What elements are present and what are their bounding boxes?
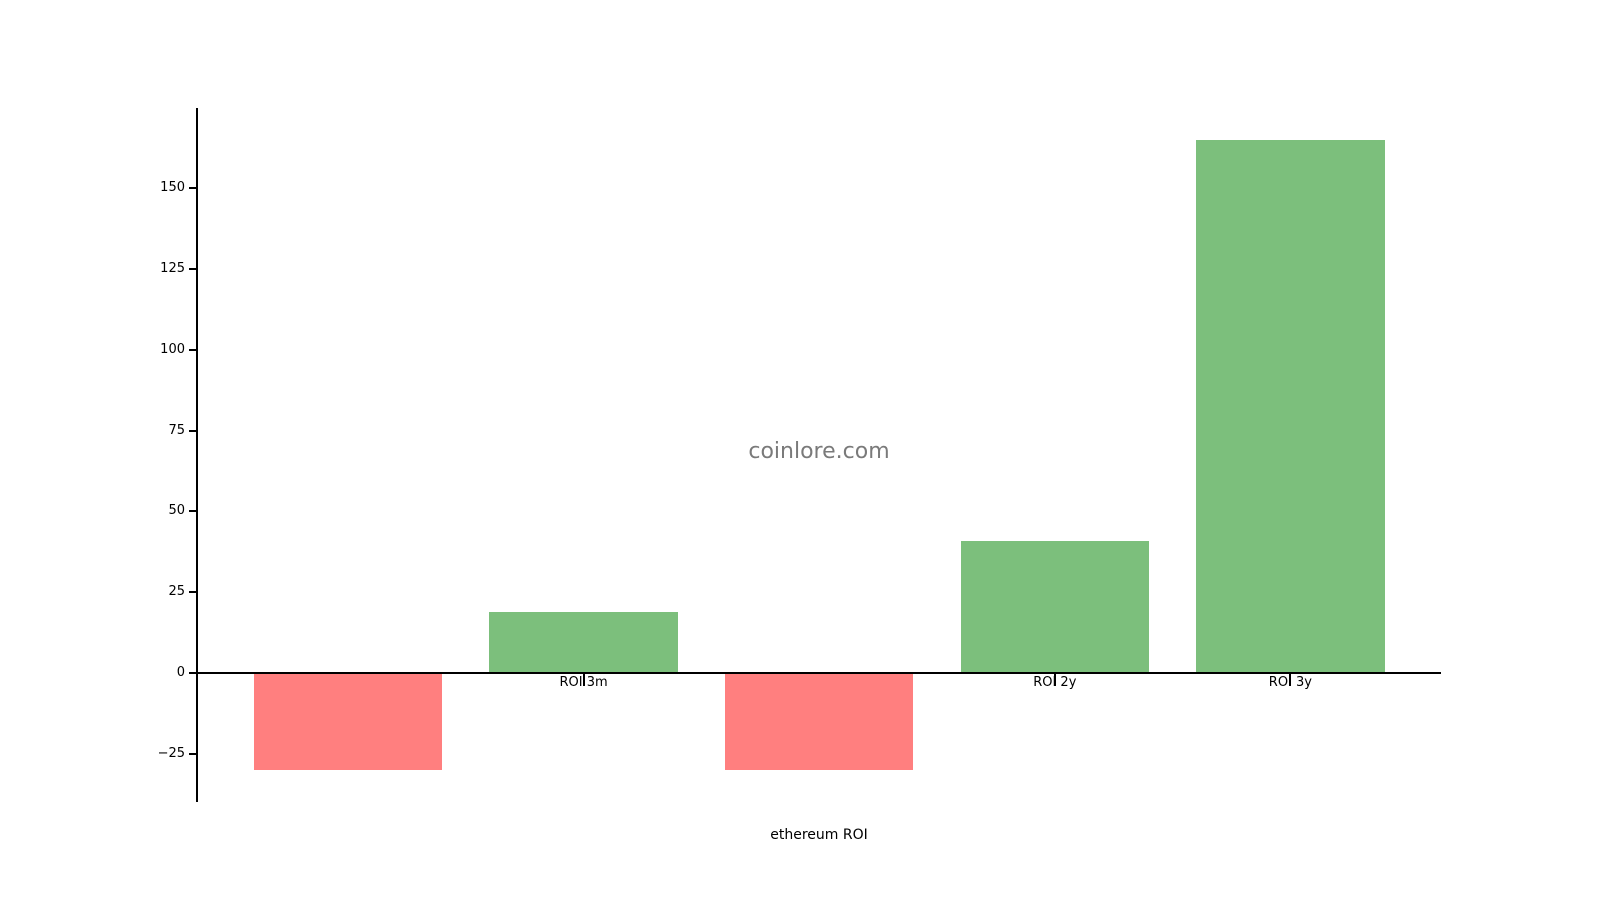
y-tick-mark <box>189 429 196 432</box>
x-tick-mark <box>582 674 585 686</box>
x-tick-label: ROI 2y <box>1033 675 1077 690</box>
bar-roi-3y <box>1196 139 1385 673</box>
x-axis-line <box>196 672 1441 674</box>
y-tick-label: 50 <box>168 503 185 519</box>
y-tick-label: 0 <box>176 665 185 680</box>
y-tick-label: 125 <box>160 261 185 277</box>
y-tick-mark <box>189 752 196 755</box>
x-tick-mark <box>1289 674 1292 686</box>
y-tick-label: 100 <box>160 341 185 357</box>
y-tick-label: 25 <box>168 584 185 600</box>
bar-roi-2y <box>960 540 1150 673</box>
bar-unlabeled-2 <box>724 674 914 770</box>
y-tick-label: 150 <box>160 180 185 196</box>
y-tick-mark <box>189 672 196 674</box>
x-axis-title: ethereum ROI <box>770 827 868 843</box>
y-tick-label: −25 <box>157 745 185 761</box>
bar-roi-3m <box>489 611 678 673</box>
bar-unlabeled-0 <box>253 674 443 770</box>
y-axis-line <box>196 107 198 802</box>
y-tick-mark <box>189 510 196 513</box>
x-tick-label: ROI 3m <box>559 675 608 690</box>
y-tick-mark <box>189 348 196 351</box>
y-tick-mark <box>189 268 196 271</box>
x-tick-label: ROI 3y <box>1268 675 1312 690</box>
y-tick-mark <box>189 187 196 190</box>
y-tick-mark <box>189 591 196 594</box>
x-tick-mark <box>1053 674 1056 686</box>
watermark: coinlore.com <box>748 439 890 464</box>
y-tick-label: 75 <box>168 422 185 438</box>
